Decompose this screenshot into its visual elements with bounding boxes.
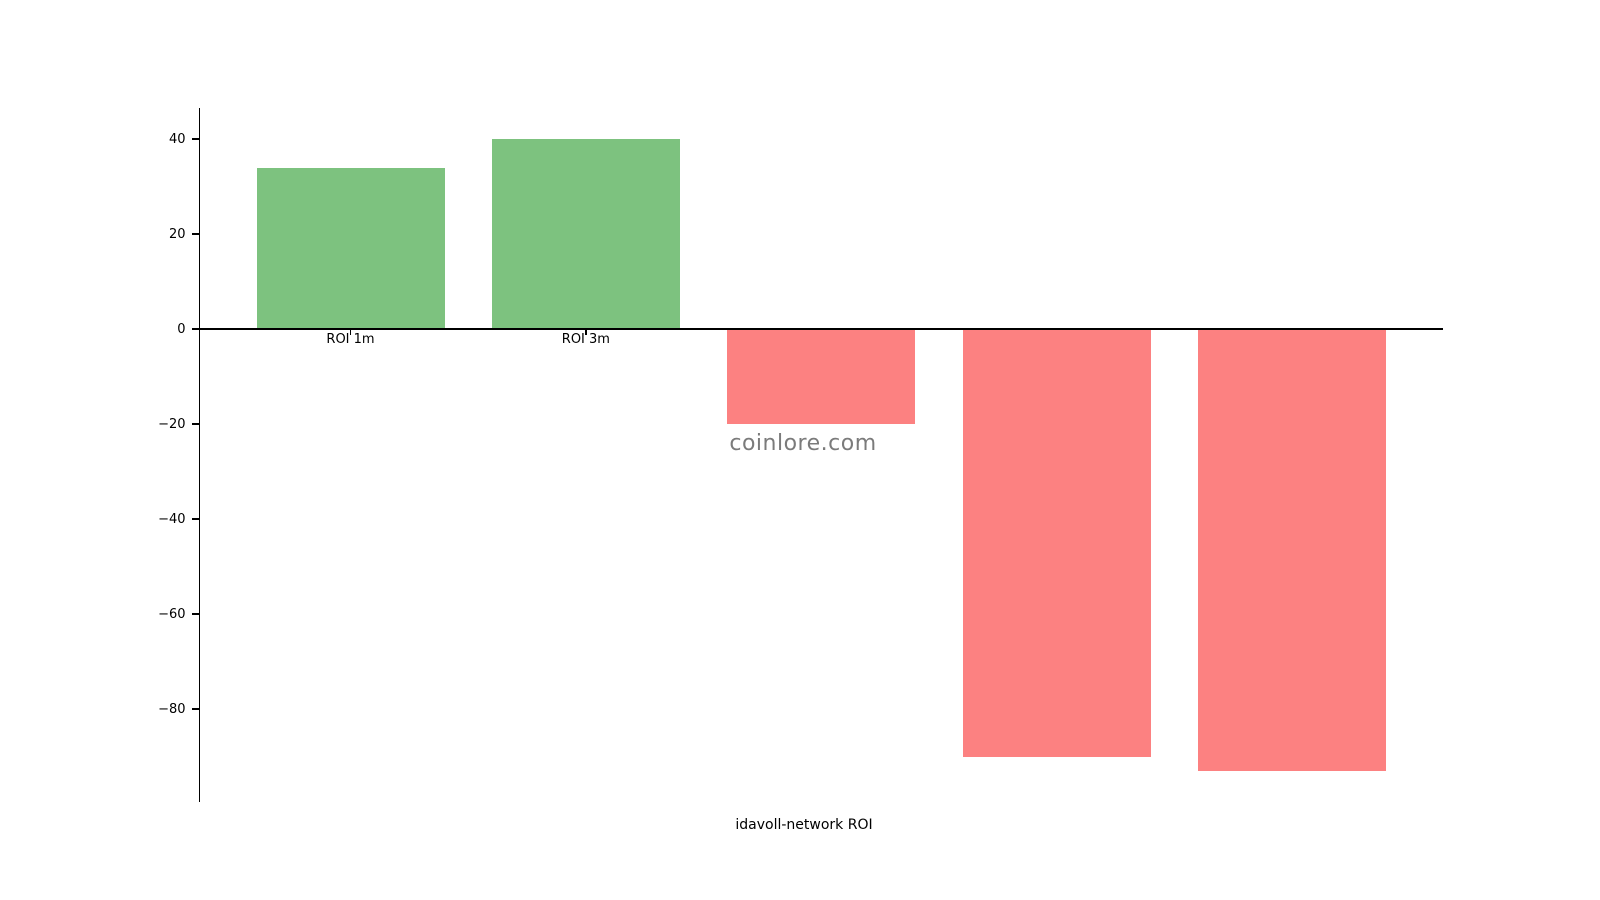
y-tick-label: 40: [168, 131, 186, 147]
x-tick-label: ROI 1m: [326, 332, 375, 347]
y-tick-label: −40: [158, 511, 186, 527]
x-tick-mark: [585, 329, 587, 335]
x-axis-line: [200, 328, 1443, 330]
y-tick-mark: [191, 423, 199, 425]
y-tick-label: 0: [177, 321, 186, 337]
y-tick-mark: [191, 328, 199, 330]
y-tick-mark: [191, 233, 199, 235]
y-tick-label: 20: [168, 226, 186, 242]
bar: [1198, 329, 1387, 771]
y-tick-label: −60: [158, 606, 186, 622]
x-tick-mark: [349, 329, 352, 335]
y-tick-mark: [191, 613, 199, 615]
chart-title: idavoll-network ROI: [735, 817, 873, 833]
watermark: coinlore.com: [729, 431, 877, 456]
y-axis-line: [198, 108, 200, 802]
y-tick-mark: [191, 708, 199, 710]
y-tick-label: −80: [158, 701, 186, 717]
bar: [962, 329, 1151, 757]
y-tick-mark: [191, 138, 199, 140]
y-tick-label: −20: [158, 416, 186, 432]
x-tick-label: ROI 3m: [561, 332, 610, 347]
bar: [491, 139, 680, 329]
y-tick-mark: [191, 518, 199, 520]
bar: [256, 167, 445, 329]
bar: [727, 329, 916, 424]
